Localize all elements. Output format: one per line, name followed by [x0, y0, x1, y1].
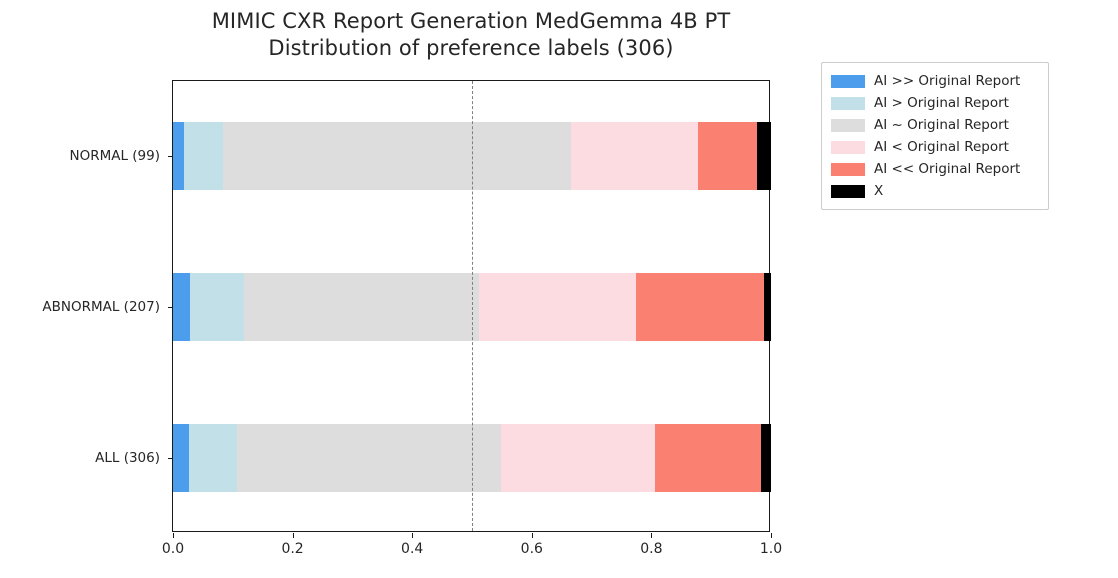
bar-row — [173, 423, 771, 492]
plot-inner — [173, 81, 771, 531]
legend-item-label: AI >> Original Report — [874, 73, 1021, 89]
x-tick-label: 0.2 — [281, 541, 304, 557]
x-tick-mark — [531, 533, 533, 538]
bar-segment — [698, 122, 758, 191]
x-tick-mark — [292, 533, 294, 538]
bar-segment — [570, 122, 699, 191]
bar-segment — [190, 273, 244, 341]
bar-segment — [173, 423, 190, 492]
bar-segment — [223, 122, 571, 191]
bar-segment — [173, 273, 191, 341]
bar-segment — [173, 122, 184, 191]
x-tick-label: 0.8 — [640, 541, 663, 557]
legend-item-label: X — [874, 183, 884, 199]
bar-segment — [189, 423, 237, 492]
x-tick-mark — [412, 533, 414, 538]
legend-swatch-icon — [831, 118, 865, 132]
legend-item-label: AI > Original Report — [874, 95, 1009, 111]
x-tick-label: 0.4 — [401, 541, 424, 557]
legend-item-label: AI ~ Original Report — [874, 117, 1009, 133]
bar-segment — [500, 423, 655, 492]
x-tick-mark — [771, 533, 772, 538]
legend-item[interactable]: AI > Original Report — [831, 92, 1039, 114]
x-tick-label: 0.0 — [161, 541, 185, 557]
x-tick-label: 0.6 — [520, 541, 543, 557]
bar-row — [173, 273, 771, 341]
legend-item[interactable]: AI < Original Report — [831, 136, 1039, 158]
legend-item[interactable]: AI << Original Report — [831, 158, 1039, 180]
legend-swatch-icon — [831, 74, 865, 88]
x-tick-mark — [651, 533, 653, 538]
legend-item[interactable]: AI >> Original Report — [831, 70, 1039, 92]
chart-title-line-2: Distribution of preference labels (306) — [268, 36, 674, 60]
bar-segment — [757, 122, 771, 191]
y-tick-mark — [168, 307, 173, 308]
y-tick-mark — [168, 457, 173, 459]
y-tick-label: NORMAL (99) — [69, 148, 160, 165]
bar-segment — [236, 423, 501, 492]
x-tick-mark — [173, 533, 174, 538]
bar-segment — [479, 273, 636, 341]
legend-swatch-icon — [831, 162, 865, 176]
reference-line-0.5 — [472, 81, 473, 531]
y-tick-label: ALL (306) — [95, 449, 160, 466]
x-tick-label: 1.0 — [759, 541, 783, 557]
y-tick-mark — [168, 156, 173, 158]
bar-segment — [635, 273, 764, 341]
legend-item-label: AI << Original Report — [874, 161, 1021, 177]
bar-segment — [243, 273, 480, 341]
chart-title: MIMIC CXR Report Generation MedGemma 4B … — [172, 8, 770, 62]
legend-item[interactable]: AI ~ Original Report — [831, 114, 1039, 136]
legend-swatch-icon — [831, 96, 865, 110]
plot-area: NORMAL (99) ABNORMAL (207) ALL (306) 0.0 0.2… — [42, 80, 782, 557]
bar-segment — [763, 273, 771, 341]
y-tick-label: ABNORMAL (207) — [42, 299, 160, 315]
legend-item-label: AI < Original Report — [874, 139, 1009, 155]
bar-row — [173, 122, 771, 191]
legend-swatch-icon — [831, 184, 865, 198]
bar-segment — [760, 423, 771, 492]
legend-swatch-icon — [831, 140, 865, 154]
bar-segment — [654, 423, 761, 492]
legend-item[interactable]: X — [831, 180, 1039, 202]
chart-title-line-1: MIMIC CXR Report Generation MedGemma 4B … — [211, 9, 731, 33]
legend: AI >> Original Report AI > Original Repor… — [821, 62, 1049, 210]
bar-segment — [183, 122, 224, 191]
